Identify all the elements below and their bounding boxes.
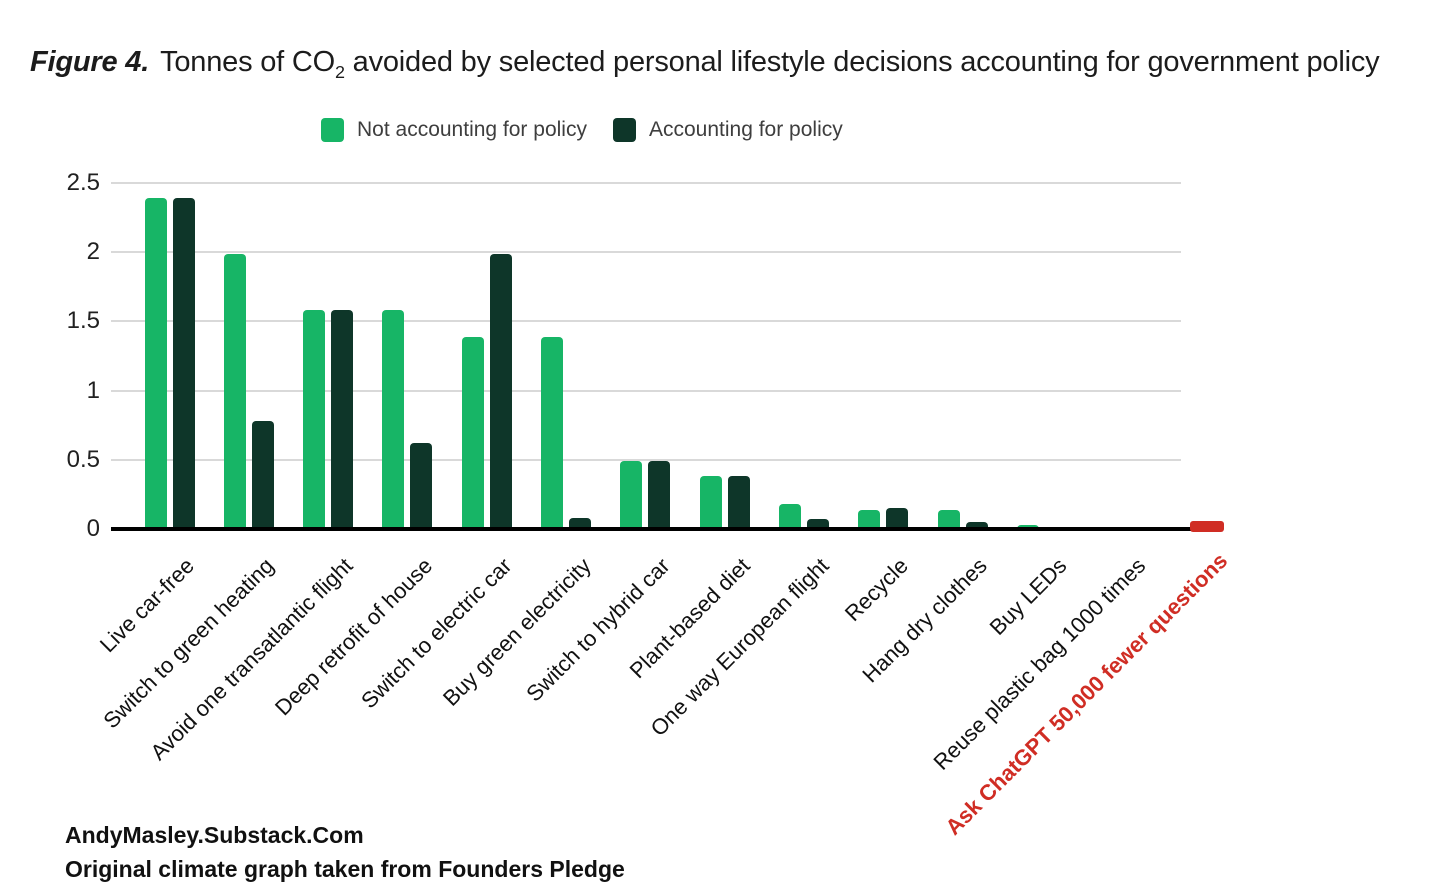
bar-accounting-for-policy: [410, 443, 433, 529]
y-axis-tick-label: 0: [86, 515, 100, 542]
grid-line: [111, 320, 1181, 323]
y-axis-tick-label: 0.5: [66, 445, 100, 473]
bar-accounting-for-policy: [489, 253, 512, 529]
chart-legend: Not accounting for policy Accounting for…: [321, 118, 843, 142]
grid-line: [111, 251, 1181, 254]
chatgpt-annotation-bar: [1190, 520, 1224, 532]
x-axis-line: [111, 527, 1208, 531]
grid-line: [111, 389, 1181, 392]
chatgpt-annotation-label: Ask ChatGPT 50,000 fewer questions: [827, 548, 1233, 840]
bar-accounting-for-policy: [727, 476, 750, 529]
legend-label-accounting: Accounting for policy: [648, 118, 843, 141]
bar-accounting-for-policy: [806, 519, 829, 529]
grid-line: [111, 182, 1181, 184]
bar-not-accounting-for-policy: [382, 310, 405, 529]
title-co2-subscript: 2: [334, 61, 345, 82]
bar-not-accounting-for-policy: [541, 336, 563, 529]
title-text-post: avoided by selected personal lifestyle d…: [344, 46, 1380, 78]
y-axis-tick-label: 2.5: [66, 169, 100, 196]
figure-title: Figure 4. Tonnes of CO2 avoided by select…: [30, 46, 1380, 82]
bar-accounting-for-policy: [886, 508, 909, 529]
bar-accounting-for-policy: [648, 461, 671, 529]
title-text-pre: Tonnes of CO: [160, 46, 335, 78]
legend-swatch-not-accounting: [321, 118, 344, 142]
legend-label-not-accounting: Not accounting for policy: [357, 118, 587, 141]
x-category-label: One way European flight: [575, 553, 834, 741]
grid-line: [111, 458, 1181, 461]
legend-item-not-accounting: Not accounting for policy: [321, 118, 587, 142]
bar-not-accounting-for-policy: [461, 336, 484, 529]
bar-not-accounting-for-policy: [144, 198, 167, 529]
y-axis-tick-label: 1: [86, 376, 100, 404]
bar-not-accounting-for-policy: [699, 476, 722, 529]
legend-item-accounting: Accounting for policy: [612, 118, 843, 142]
footer-credit-source: Original climate graph taken from Founde…: [65, 856, 625, 882]
bar-not-accounting-for-policy: [223, 253, 246, 529]
y-axis-tick-label: 2: [86, 238, 100, 266]
bar-accounting-for-policy: [172, 198, 195, 529]
chatgpt-annotation-label-text: Ask ChatGPT 50,000 fewer questions: [940, 548, 1233, 840]
bar-not-accounting-for-policy: [620, 461, 643, 529]
bar-accounting-for-policy: [569, 517, 591, 529]
bar-not-accounting-for-policy: [303, 310, 326, 529]
legend-swatch-accounting: [612, 118, 636, 142]
bar-accounting-for-policy: [965, 522, 988, 529]
bar-not-accounting-for-policy: [858, 509, 881, 529]
bar-not-accounting-for-policy: [1016, 524, 1039, 529]
bar-accounting-for-policy: [251, 421, 274, 529]
bar-accounting-for-policy: [331, 310, 354, 529]
y-axis-tick-label: 1.5: [66, 307, 100, 335]
figure-number-label: Figure 4.: [30, 46, 150, 78]
bar-not-accounting-for-policy: [937, 509, 960, 529]
bar-not-accounting-for-policy: [778, 504, 801, 529]
footer-credit-substack: AndyMasley.Substack.Com: [65, 822, 364, 848]
